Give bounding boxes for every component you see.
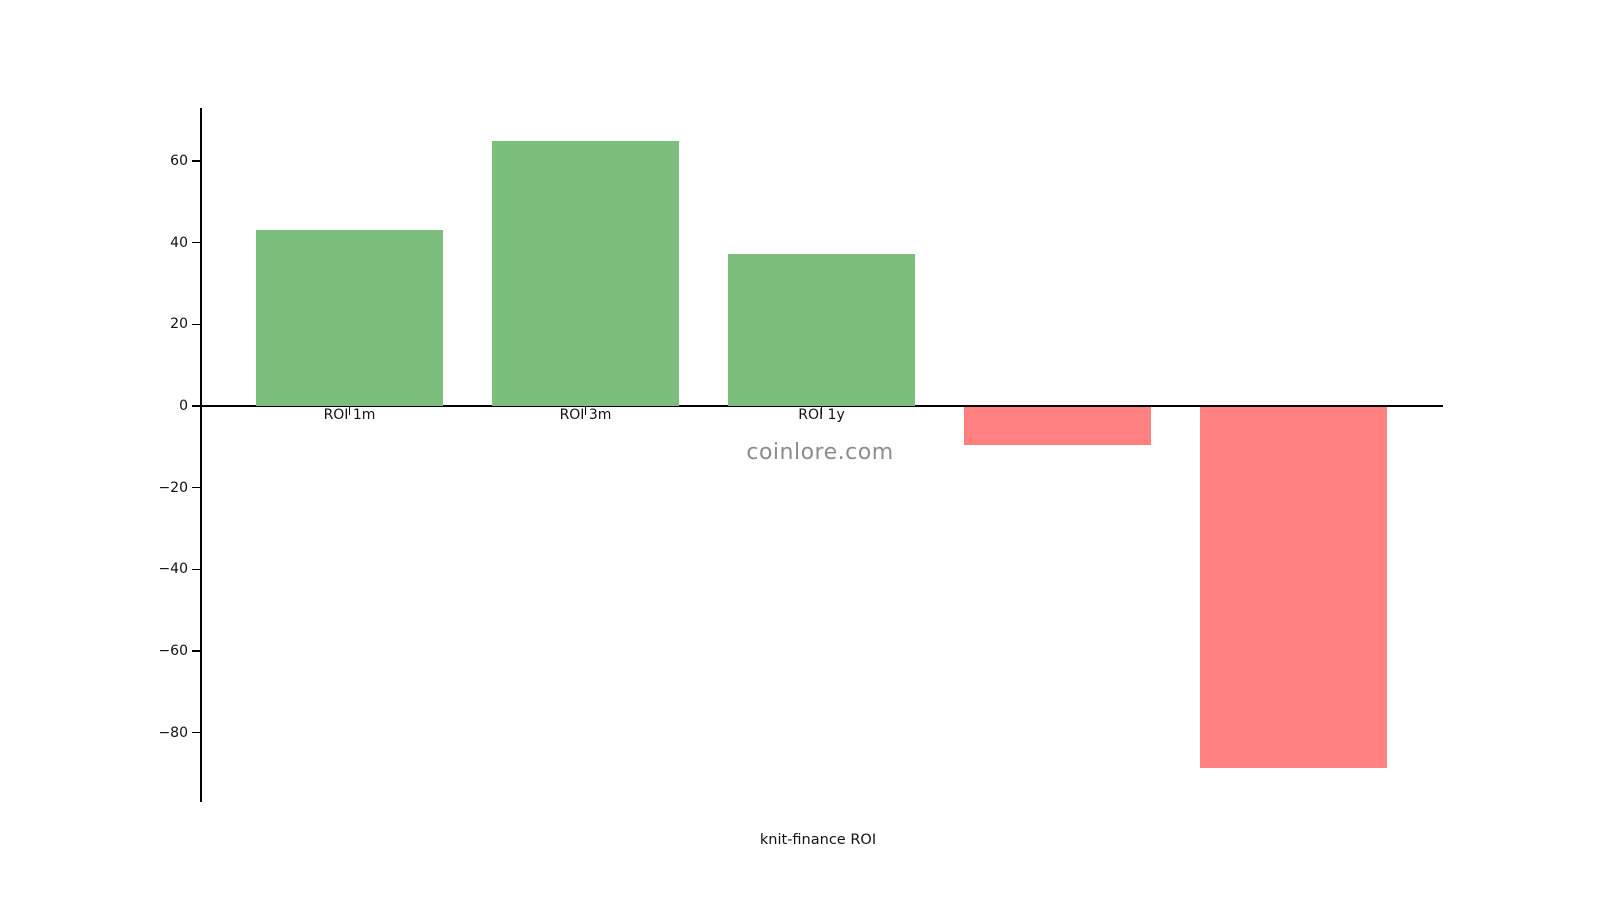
y-tick-label: 20 [170,316,188,333]
y-tick-label: 40 [170,234,188,251]
x-tick-mark [584,407,587,415]
bar-bar-4 [964,407,1151,445]
bar-roi-1m [256,230,443,406]
y-tick-mark [192,486,200,489]
y-tick-mark [192,405,200,407]
y-axis-line [200,108,202,802]
y-tick-label: −60 [158,642,188,659]
y-tick-mark [192,241,200,244]
bar-roi-3m [492,140,679,406]
y-tick-label: −20 [158,479,188,496]
y-tick-mark [192,731,200,734]
y-tick-mark [192,650,200,652]
x-axis-title: knit-finance ROI [759,832,877,848]
bar-roi-1y [728,254,915,406]
watermark: coinlore.com [746,440,894,465]
x-tick-label: ROI 1m [323,407,376,423]
x-tick-mark [348,407,351,415]
x-tick-mark [820,407,823,415]
x-tick-label: ROI 1y [798,407,845,423]
y-tick-label: −80 [158,724,188,741]
x-tick-label: ROI 3m [559,407,612,423]
y-tick-label: 0 [179,398,188,414]
y-tick-label: −40 [158,561,188,578]
y-tick-mark [192,323,200,326]
bar-bar-5 [1200,407,1387,768]
y-tick-label: 60 [170,153,188,170]
y-tick-mark [192,568,200,571]
y-tick-mark [192,160,200,162]
